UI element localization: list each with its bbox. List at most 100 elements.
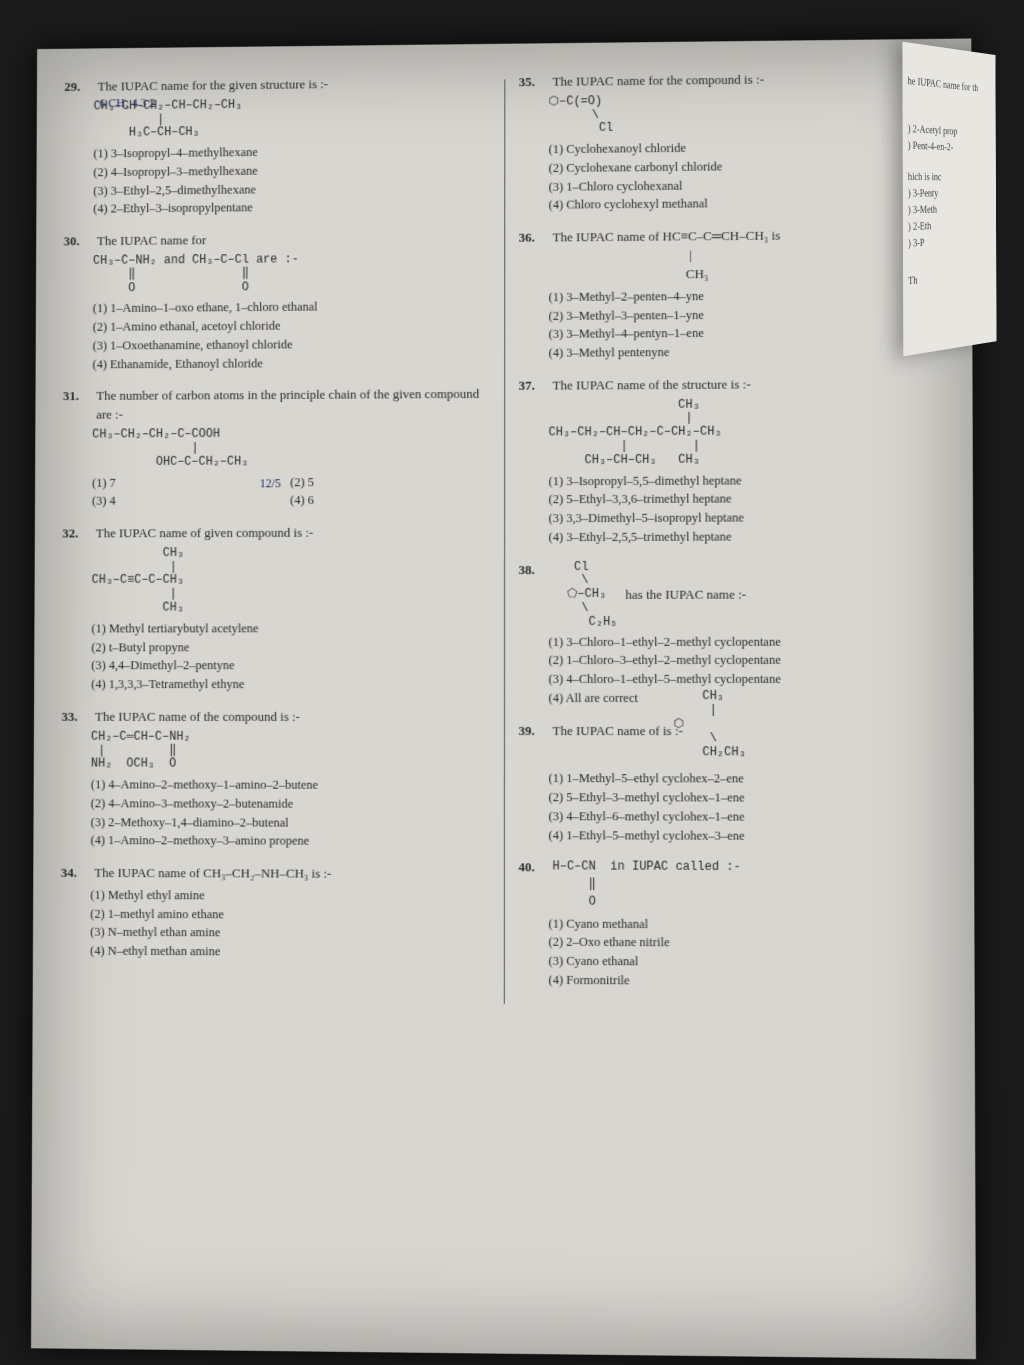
- textbook-page: 6 CH₃ 4 3 2 29. The IUPAC name for the g…: [31, 38, 976, 1359]
- option: (4) Ethanamide, Ethanoyl chloride: [93, 353, 490, 374]
- options-list: (1) 1–Amino–1–oxo ethane, 1–chloro ethan…: [93, 297, 490, 374]
- option: (4) 3–Ethyl–2,5,5–trimethyl heptane: [549, 527, 953, 547]
- question-stem: Cl \ ⬠–CH₃ \ C₂H₅ has the IUPAC name :-: [553, 560, 954, 630]
- options-list: (1) 3–Isopropyl–5,5–dimethyl heptane (2)…: [549, 470, 953, 546]
- question-stem: The IUPAC name of CH₃–CH₂–NH–CH₃ is :-: [94, 864, 489, 884]
- option: (1) Methyl tertiarybutyl acetylene: [91, 619, 489, 638]
- option: (1) 4–Amino–2–methoxy–1–amino–2–butene: [91, 776, 490, 795]
- option: (2) 3–Methyl–3–penten–1–yne: [549, 304, 952, 325]
- fragment-line: ) Pent-4-en-2-: [908, 138, 992, 158]
- question-number: 35.: [519, 73, 545, 92]
- question-stem: The IUPAC name of HC≡C–C═CH–CH₃ is | CH₃: [553, 226, 952, 285]
- question-32: 32. The IUPAC name of given compound is …: [62, 523, 490, 694]
- option: (3) 4–Chloro–1–ethyl–5–methyl cyclopenta…: [549, 670, 954, 689]
- option: (1) Methyl ethyl amine: [90, 886, 489, 906]
- option: (2) 4–Amino–3–methoxy–2–butenamide: [91, 794, 490, 813]
- question-39: 39. The IUPAC name of is :- CH₃ | ⬡ \ CH…: [518, 722, 953, 846]
- option: (4) 1,3,3,3–Tetramethyl ethyne: [91, 675, 489, 694]
- question-number: 37.: [519, 376, 545, 395]
- column-divider: [503, 79, 505, 1003]
- option: (3) 4: [92, 491, 290, 510]
- option: (1) Cyano methanal: [548, 914, 954, 935]
- question-35: 35. The IUPAC name for the compound is :…: [519, 69, 952, 216]
- question-number: 39.: [518, 722, 544, 741]
- option: (3) N–methyl ethan amine: [90, 923, 489, 943]
- right-column: 35. The IUPAC name for the compound is :…: [518, 69, 954, 1006]
- option: (3) 2–Methoxy–1,4–diamino–2–butenal: [91, 813, 490, 833]
- option: (3) Cyano ethanal: [548, 952, 954, 973]
- option: (2) 5: [290, 472, 490, 491]
- options-list: (1) 3–Methyl–2–penten–4–yne (2) 3–Methyl…: [549, 285, 953, 362]
- question-stem: The IUPAC name of the compound is :-: [95, 708, 489, 727]
- option: (1) 3–Isopropyl–5,5–dimethyl heptane: [549, 470, 953, 490]
- option: (3) 4,4–Dimethyl–2–pentyne: [91, 656, 489, 675]
- options-list: (1) 4–Amino–2–methoxy–1–amino–2–butene (…: [91, 776, 490, 852]
- option: (4) Formonitrile: [548, 971, 954, 992]
- option: (4) 2–Ethyl–3–isopropylpentane: [93, 197, 490, 219]
- option: (4) N–ethyl methan amine: [90, 942, 489, 963]
- question-number: 38.: [519, 561, 545, 630]
- fragment-line: hich is inc: [908, 169, 992, 186]
- question-stem: The IUPAC name of is :-: [553, 722, 954, 741]
- chemical-structure: ⬡–C(=O) \ Cl: [549, 91, 952, 136]
- question-36: 36. The IUPAC name of HC≡C–C═CH–CH₃ is |…: [519, 226, 953, 363]
- option: (4) 3–Methyl pentenyne: [549, 341, 953, 362]
- question-number: 32.: [62, 525, 88, 544]
- option: (2) 5–Ethyl–3–methyl cyclohex–1–ene: [548, 788, 953, 808]
- question-stem: The IUPAC name of the structure is :-: [553, 374, 953, 395]
- options-list: (1) Methyl tertiarybutyl acetylene (2) t…: [91, 619, 489, 694]
- question-38: 38. Cl \ ⬠–CH₃ \ C₂H₅ has the IUPAC name…: [518, 560, 953, 708]
- question-stem: H–C–CN in IUPAC called :- ‖ O: [552, 859, 954, 913]
- option: (4) Chloro cyclohexyl methanal: [549, 193, 952, 215]
- left-column: 6 CH₃ 4 3 2 29. The IUPAC name for the g…: [60, 74, 490, 1004]
- question-number: 36.: [519, 229, 545, 285]
- option: (4) 6: [290, 491, 490, 510]
- question-31: 31. The number of carbon atoms in the pr…: [62, 385, 489, 510]
- options-list: (1) 1–Methyl–5–ethyl cyclohex–2–ene (2) …: [548, 770, 953, 846]
- option: (4) 1–Ethyl–5–methyl cyclohex–3–ene: [548, 826, 953, 846]
- question-number: 30.: [64, 233, 90, 252]
- options-list: (1) 3–Isopropyl–4–methylhexane (2) 4–Iso…: [93, 141, 490, 219]
- question-number: 34.: [61, 864, 87, 883]
- question-37: 37. The IUPAC name of the structure is :…: [519, 374, 953, 547]
- option: (2) 2–Oxo ethane nitrile: [548, 933, 954, 954]
- option: (4) 1–Amino–2–methoxy–3–amino propene: [91, 832, 490, 852]
- question-stem: The IUPAC name for the compound is :-: [553, 69, 952, 92]
- options-list: (1) Cyano methanal (2) 2–Oxo ethane nitr…: [548, 914, 954, 991]
- option: (3) 3,3–Dimethyl–5–isopropyl heptane: [549, 508, 953, 528]
- options-grid: (1) 7 (2) 5 (3) 4 (4) 6: [92, 472, 490, 511]
- question-40: 40. H–C–CN in IUPAC called :- ‖ O (1) Cy…: [518, 859, 954, 992]
- question-stem: The number of carbon atoms in the princi…: [96, 385, 489, 424]
- option: (3) 4–Ethyl–6–methyl cyclohex–1–ene: [548, 807, 953, 827]
- question-stem: The IUPAC name of given compound is :-: [96, 523, 490, 543]
- option: (2) t–Butyl propyne: [91, 638, 489, 657]
- question-33: 33. The IUPAC name of the compound is :-…: [61, 708, 490, 851]
- chemical-structure: CH₃–CH₂–CH₂–C–COOH | OHC–C–CH₂–CH₃: [92, 427, 490, 470]
- options-list: (1) Cyclohexanoyl chloride (2) Cyclohexa…: [549, 137, 952, 215]
- chemical-structure: CH₃ | CH₃–C≡C–C–CH₃ | CH₃: [92, 546, 490, 615]
- two-column-layout: 6 CH₃ 4 3 2 29. The IUPAC name for the g…: [60, 69, 954, 1006]
- handwritten-annotation: 6 CH₃ 4 3 2: [100, 95, 156, 113]
- option: (1) 3–Chloro–1–ethyl–2–methyl cyclopenta…: [549, 632, 954, 651]
- chemical-structure: CH₃–C–NH₂ and CH₃–C–Cl are :- ‖ ‖ O O: [93, 252, 490, 296]
- question-number: 40.: [518, 859, 544, 911]
- chemical-structure: CH₃ | CH₃–CH₂–CH–CH₂–C–CH₂–CH₃ | | CH₃–C…: [549, 397, 953, 468]
- question-number: 33.: [62, 708, 88, 727]
- option: (3) 1–Oxoethanamine, ethanoyl chloride: [93, 334, 490, 355]
- inline-structure: Cl \ ⬠–CH₃ \ C₂H₅: [553, 560, 618, 629]
- stem-tail: has the IUPAC name :-: [625, 585, 746, 604]
- option: (2) 1–Chloro–3–ethyl–2–methyl cyclopenta…: [549, 651, 954, 670]
- question-stem: The IUPAC name for the given structure i…: [98, 74, 490, 97]
- question-34: 34. The IUPAC name of CH₃–CH₂–NH–CH₃ is …: [60, 864, 489, 962]
- option: (3) 3–Methyl–4–pentyn–1–ene: [549, 323, 953, 344]
- options-list: (1) Methyl ethyl amine (2) 1–methyl amin…: [90, 886, 489, 963]
- question-stem: The IUPAC name for: [97, 229, 490, 251]
- question-number: 31.: [63, 388, 89, 425]
- option: (1) 1–Methyl–5–ethyl cyclohex–2–ene: [548, 770, 953, 789]
- option: (2) 5–Ethyl–3,3,6–trimethyl heptane: [549, 489, 953, 509]
- option: (2) 1–Amino ethanal, acetoyl chloride: [93, 316, 490, 337]
- option: (2) 1–methyl amino ethane: [90, 905, 489, 925]
- question-30: 30. The IUPAC name for CH₃–C–NH₂ and CH₃…: [63, 229, 490, 374]
- adjacent-page-fragment: he IUPAC name for th ) 2-Acetyl prop ) P…: [902, 42, 996, 357]
- question-number: 29.: [64, 78, 90, 97]
